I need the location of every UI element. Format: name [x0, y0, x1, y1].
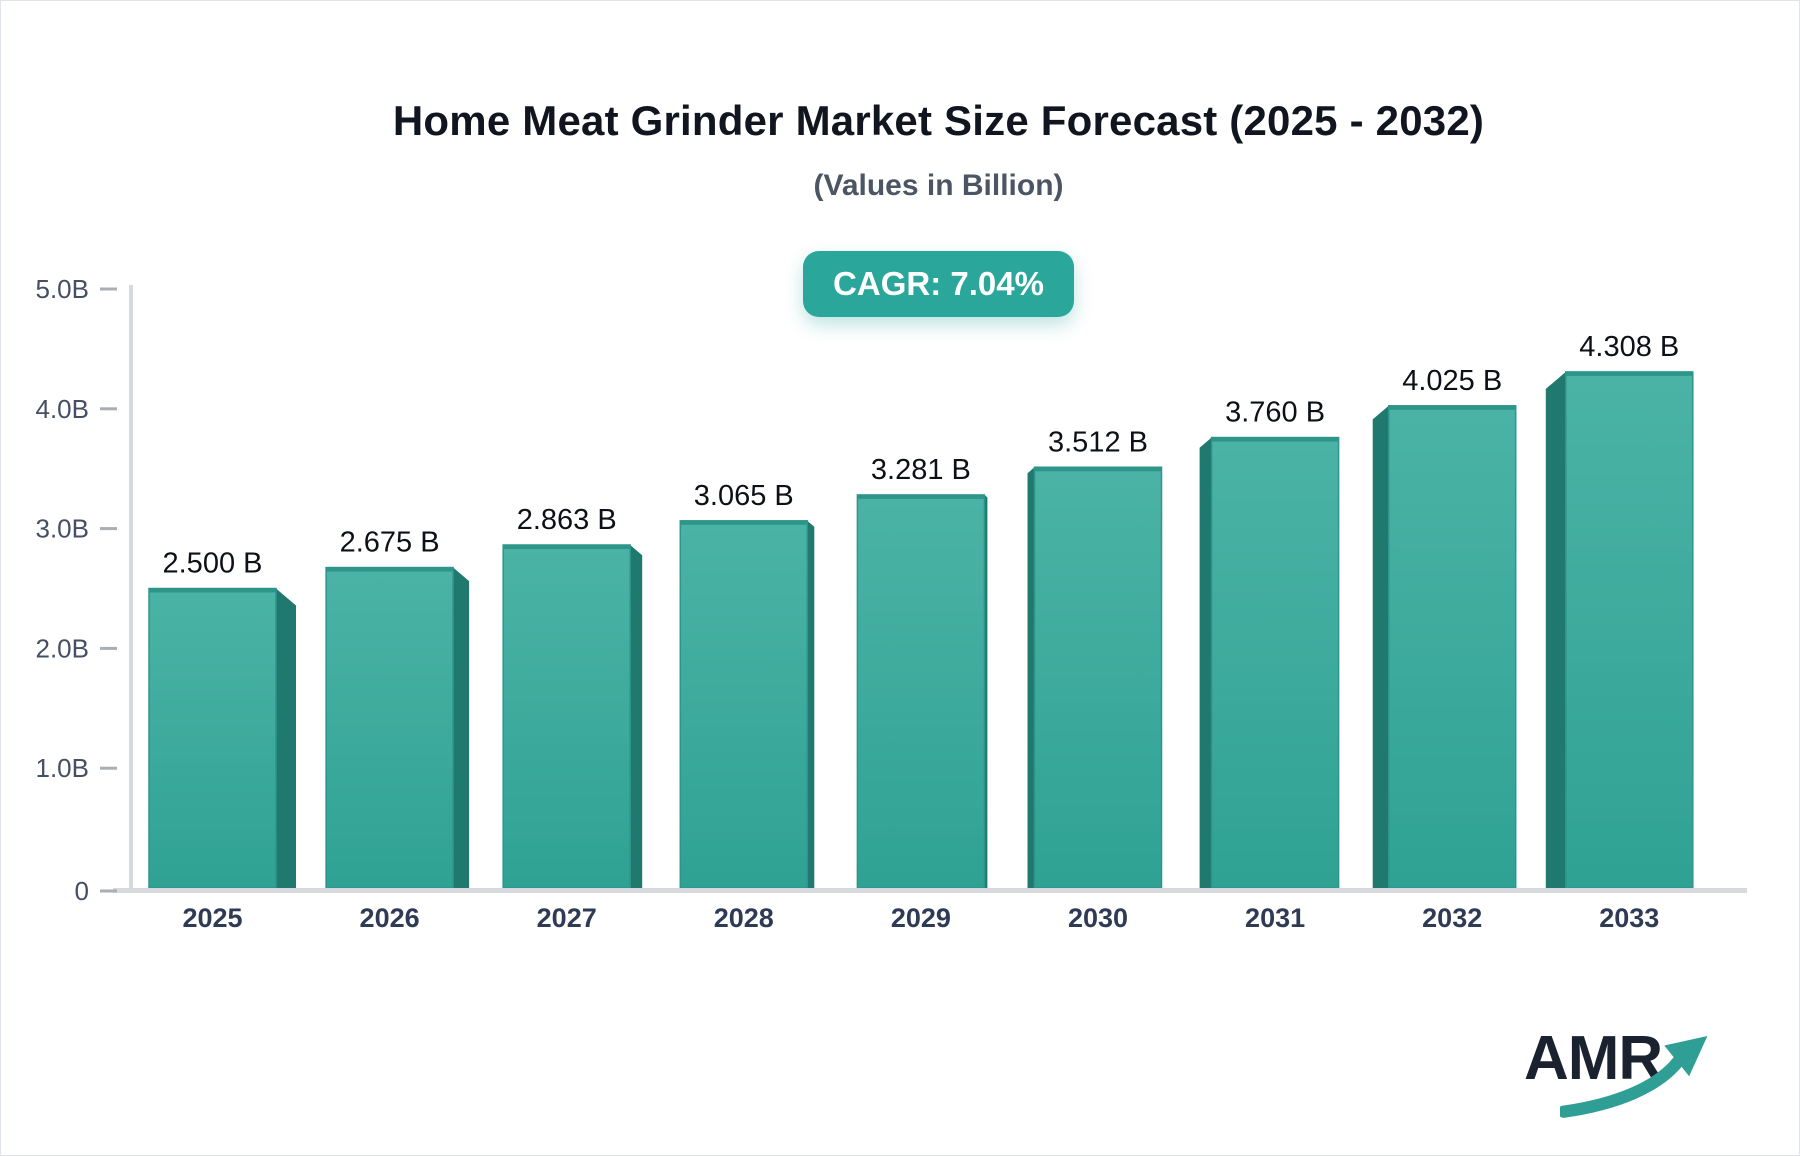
bar-top-edge: [1034, 467, 1162, 472]
bar-group-2032: 4.025 B 2032: [1372, 365, 1517, 933]
bar-group-2033: 4.308 B 2033: [1545, 331, 1694, 933]
bar-value-label: 2.863 B: [517, 504, 617, 536]
bar: [325, 566, 454, 889]
y-tick-mark: [100, 889, 117, 893]
bar-side-face: [1372, 405, 1389, 888]
bar: [1565, 371, 1694, 889]
bar-side-face: [1545, 371, 1566, 888]
x-tick-label: 2026: [360, 903, 420, 933]
x-axis-line: [113, 888, 1747, 893]
cagr-badge: CAGR: 7.04%: [803, 251, 1074, 317]
x-tick-label: 2027: [537, 903, 597, 933]
bar-side-face: [276, 588, 296, 888]
growth-arrow-tail: [1560, 1054, 1685, 1118]
bar-value-label: 3.281 B: [871, 454, 971, 486]
bar-side-face: [1027, 467, 1035, 888]
y-tick-mark: [100, 527, 117, 531]
growth-arrow-head: [1664, 1036, 1708, 1077]
bar: [679, 520, 809, 889]
y-tick-label: 3.0B: [36, 514, 90, 544]
y-tick-mark: [100, 646, 117, 650]
bar-top-edge: [857, 494, 985, 499]
x-tick-label: 2031: [1245, 903, 1305, 933]
y-axis-line: [129, 285, 133, 893]
bar-group-2030: 3.512 B 2030: [1027, 426, 1163, 933]
bar-top-edge: [326, 567, 454, 572]
x-tick-label: 2025: [182, 903, 242, 933]
x-tick-label: 2032: [1422, 903, 1482, 933]
bar-top-edge: [1565, 371, 1693, 376]
bar-top-edge: [503, 545, 631, 550]
bar: [1210, 436, 1340, 889]
bar-top-edge: [1388, 405, 1516, 410]
x-tick-label: 2030: [1068, 903, 1128, 933]
bar: [1033, 466, 1163, 889]
bar-group-2028: 3.065 B 2028: [679, 480, 815, 933]
x-tick-label: 2033: [1599, 903, 1659, 933]
brand-logo: AMR: [1524, 1023, 1744, 1143]
y-tick-label: 2.0B: [36, 633, 90, 663]
cagr-badge-wrap: CAGR: 7.04%: [132, 251, 1745, 317]
bar-group-2027: 2.863 B 2027: [502, 504, 643, 933]
bar-top-edge: [1211, 437, 1339, 442]
bar-value-label: 3.512 B: [1048, 426, 1148, 458]
bar: [148, 587, 277, 889]
bar-group-2031: 3.760 B 2031: [1199, 397, 1340, 933]
bar-group-2029: 3.281 B 2029: [856, 454, 988, 933]
y-tick-mark: [100, 407, 117, 411]
bar-top-edge: [680, 520, 808, 525]
bar-value-label: 4.025 B: [1402, 365, 1502, 397]
bar-value-label: 2.500 B: [163, 548, 263, 580]
bar: [1387, 405, 1517, 889]
x-tick-label: 2028: [714, 903, 774, 933]
y-tick-label: 1.0B: [36, 753, 90, 783]
y-tick-label: 4.0B: [36, 394, 90, 424]
y-tick-mark: [100, 766, 117, 770]
x-tick-label: 2029: [891, 903, 951, 933]
y-tick-label: 5.0B: [36, 274, 90, 304]
bar: [502, 544, 631, 889]
page-title: Home Meat Grinder Market Size Forecast (…: [392, 97, 1485, 144]
brand-logo-text: AMR: [1524, 1024, 1663, 1093]
bar-side-face: [807, 520, 815, 888]
bar-side-face: [453, 567, 470, 888]
bar-group-2026: 2.675 B 2026: [325, 527, 470, 933]
bar-group-2025: 2.500 B 2025: [148, 548, 296, 933]
bar-value-label: 3.065 B: [694, 480, 794, 512]
page-subtitle: (Values in Billion): [813, 169, 1064, 202]
bar-value-label: 3.760 B: [1225, 397, 1325, 429]
y-tick-label: 0: [75, 876, 89, 906]
bar-side-face: [1199, 437, 1212, 888]
y-tick-mark: [100, 287, 117, 291]
bar-side-face: [630, 545, 643, 888]
growth-arrow-icon: [1560, 1036, 1708, 1118]
bar-value-label: 4.308 B: [1579, 331, 1679, 363]
bar-top-edge: [149, 588, 276, 593]
bar-value-label: 2.675 B: [340, 527, 440, 559]
bar: [856, 494, 986, 889]
